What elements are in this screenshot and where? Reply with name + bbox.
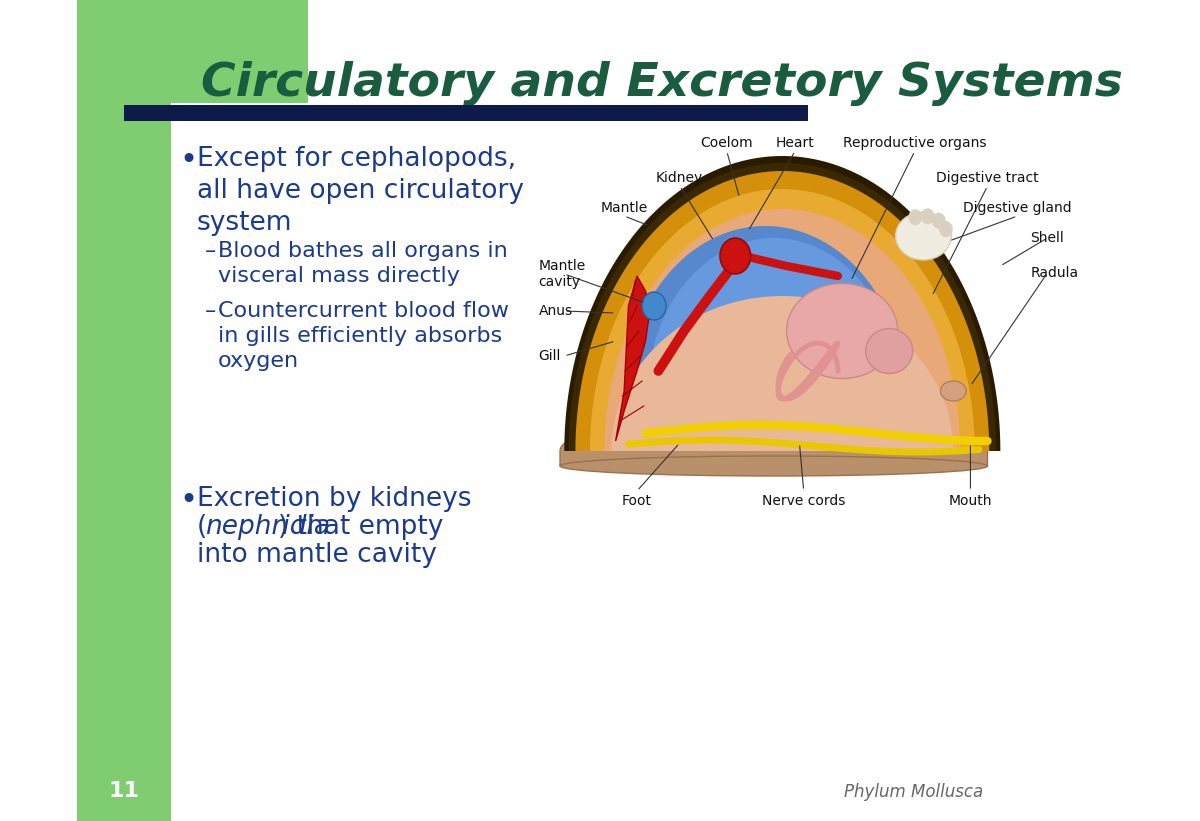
Circle shape: [908, 209, 922, 225]
Polygon shape: [576, 171, 989, 451]
Circle shape: [642, 292, 666, 320]
Circle shape: [720, 238, 751, 274]
Bar: [124, 105, 808, 121]
Ellipse shape: [941, 381, 966, 401]
Text: Gill: Gill: [539, 349, 562, 363]
Text: Mantle: Mantle: [539, 259, 586, 273]
Ellipse shape: [895, 212, 952, 260]
Polygon shape: [605, 209, 960, 451]
Text: •: •: [180, 486, 198, 515]
Text: •: •: [180, 146, 198, 175]
Text: –: –: [205, 301, 216, 321]
Text: Except for cephalopods,
all have open circulatory
system: Except for cephalopods, all have open ci…: [197, 146, 523, 236]
Text: into mantle cavity: into mantle cavity: [197, 542, 437, 568]
Polygon shape: [624, 226, 906, 401]
Text: Digestive gland: Digestive gland: [964, 201, 1072, 215]
Text: Reproductive organs: Reproductive organs: [844, 136, 986, 150]
Text: Mouth: Mouth: [949, 494, 992, 508]
Text: Excretion by kidneys: Excretion by kidneys: [197, 486, 472, 512]
Polygon shape: [560, 413, 988, 466]
Polygon shape: [616, 276, 650, 441]
Text: Blood bathes all organs in
visceral mass directly: Blood bathes all organs in visceral mass…: [218, 241, 508, 286]
Text: (: (: [197, 514, 206, 540]
Polygon shape: [564, 156, 1001, 451]
Bar: [77, 0, 307, 103]
Text: Countercurrent blood flow
in gills efficiently absorbs
oxygen: Countercurrent blood flow in gills effic…: [218, 301, 509, 370]
Polygon shape: [569, 163, 996, 451]
Ellipse shape: [787, 283, 898, 378]
Text: nephridia: nephridia: [205, 514, 330, 540]
Polygon shape: [611, 296, 953, 451]
Text: Shell: Shell: [1031, 231, 1064, 245]
Circle shape: [920, 209, 935, 224]
Text: Foot: Foot: [622, 494, 652, 508]
Text: Heart: Heart: [775, 136, 815, 150]
Text: Mantle: Mantle: [600, 201, 648, 215]
Text: 11: 11: [108, 781, 139, 801]
Circle shape: [940, 221, 953, 237]
Ellipse shape: [560, 456, 988, 476]
Ellipse shape: [865, 328, 913, 374]
Polygon shape: [647, 238, 900, 396]
Circle shape: [932, 213, 946, 229]
Text: Kidney: Kidney: [656, 171, 703, 185]
Text: Circulatory and Excretory Systems: Circulatory and Excretory Systems: [200, 61, 1123, 106]
Text: –: –: [205, 241, 216, 261]
Text: Digestive tract: Digestive tract: [936, 171, 1039, 185]
Text: Nerve cords: Nerve cords: [762, 494, 845, 508]
Text: Anus: Anus: [539, 304, 572, 318]
Polygon shape: [590, 189, 974, 451]
Text: cavity: cavity: [539, 275, 581, 289]
Text: Radula: Radula: [1031, 266, 1079, 280]
Text: Phylum Mollusca: Phylum Mollusca: [844, 783, 983, 801]
Text: Coelom: Coelom: [701, 136, 754, 150]
Text: ) that empty: ) that empty: [278, 514, 443, 540]
Bar: [77, 0, 170, 821]
